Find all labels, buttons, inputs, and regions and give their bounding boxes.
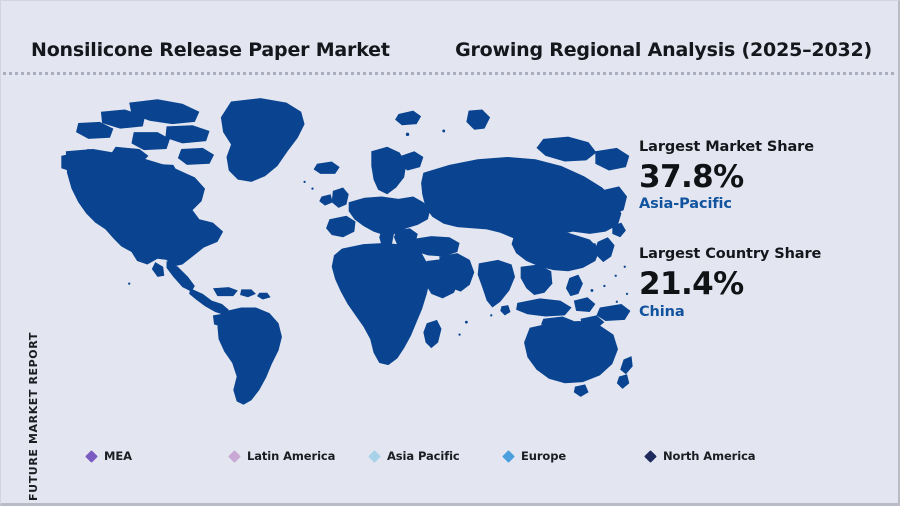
page-title: Nonsilicone Release Paper Market bbox=[31, 39, 390, 61]
map-legend: MEA Latin America Asia Pacific Europe No… bbox=[85, 449, 787, 469]
stat-region: China bbox=[639, 303, 685, 320]
legend-item-label: Asia Pacific bbox=[387, 449, 460, 463]
stats-panel: Largest Market Share 37.8% Asia-Pacific … bbox=[639, 139, 879, 320]
world-map-svg bbox=[61, 98, 633, 405]
legend-marker-icon bbox=[502, 449, 515, 463]
legend-item-label: North America bbox=[663, 449, 756, 463]
brand-vertical-text: FUTURE MARKET REPORT bbox=[26, 332, 40, 501]
stat-largest-market-share: Largest Market Share 37.8% Asia-Pacific bbox=[639, 139, 879, 212]
world-map bbox=[61, 97, 633, 407]
legend-marker-icon bbox=[644, 449, 657, 463]
header-bar: Nonsilicone Release Paper Market Growing… bbox=[1, 1, 898, 75]
legend-marker-icon bbox=[228, 449, 241, 463]
brand-vertical-label: FUTURE MARKET REPORT bbox=[25, 233, 41, 501]
legend-marker-icon bbox=[85, 449, 98, 463]
header-subtitle: Growing Regional Analysis (2025–2032) bbox=[455, 39, 872, 61]
legend-item-label: Latin America bbox=[247, 449, 336, 463]
legend-item-north-america[interactable]: North America bbox=[644, 449, 756, 463]
stat-label: Largest Market Share bbox=[639, 139, 814, 155]
stat-value: 37.8% bbox=[639, 159, 744, 195]
stat-largest-country-share: Largest Country Share 21.4% China bbox=[639, 246, 879, 319]
legend-item-asia-pacific[interactable]: Asia Pacific bbox=[368, 449, 460, 463]
stat-label: Largest Country Share bbox=[639, 246, 822, 263]
stat-region: Asia-Pacific bbox=[639, 196, 732, 213]
legend-item-mea[interactable]: MEA bbox=[85, 449, 132, 463]
stat-value: 21.4% bbox=[639, 266, 744, 303]
legend-marker-icon bbox=[368, 449, 381, 463]
legend-item-europe[interactable]: Europe bbox=[502, 449, 567, 463]
legend-item-label: MEA bbox=[104, 449, 132, 463]
legend-item-label: Europe bbox=[521, 449, 567, 463]
header-divider bbox=[3, 72, 896, 75]
world-map-landmasses bbox=[61, 98, 633, 405]
legend-item-latin-america[interactable]: Latin America bbox=[228, 449, 336, 463]
